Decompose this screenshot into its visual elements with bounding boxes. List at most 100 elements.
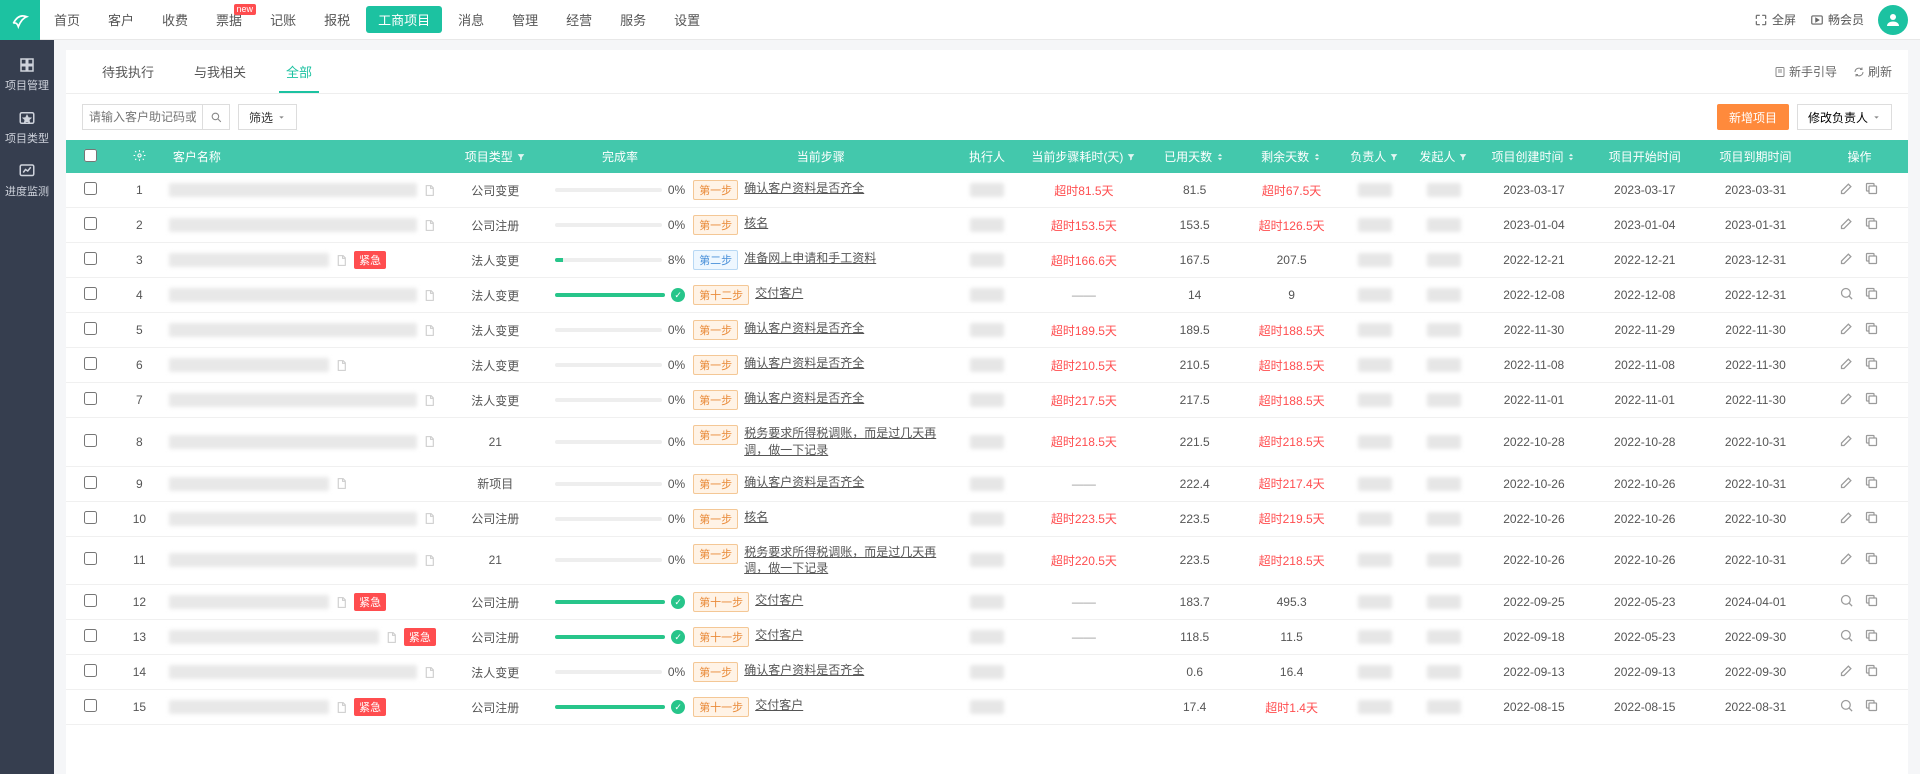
action-edit[interactable]: [1839, 510, 1854, 528]
action-edit[interactable]: [1839, 251, 1854, 269]
step-link[interactable]: 确认客户资料是否齐全: [744, 320, 864, 337]
step-link[interactable]: 确认客户资料是否齐全: [744, 662, 864, 679]
step-link[interactable]: 核名: [744, 509, 768, 526]
row-checkbox[interactable]: [84, 476, 97, 489]
nav-item-7[interactable]: 消息: [444, 0, 498, 39]
action-edit[interactable]: [1839, 698, 1854, 716]
tab-2[interactable]: 全部: [266, 50, 332, 93]
action-edit[interactable]: [1839, 216, 1854, 234]
action-copy[interactable]: [1864, 663, 1879, 681]
add-project-button[interactable]: 新增项目: [1717, 104, 1789, 130]
action-copy[interactable]: [1864, 216, 1879, 234]
project-type: 公司注册: [440, 501, 551, 536]
row-checkbox[interactable]: [84, 252, 97, 265]
action-edit[interactable]: [1839, 551, 1854, 569]
col-used-days[interactable]: 已用天数: [1146, 140, 1243, 173]
row-checkbox[interactable]: [84, 217, 97, 230]
step-link[interactable]: 交付客户: [755, 285, 803, 302]
step-link[interactable]: 准备网上申请和手工资料: [744, 250, 876, 267]
action-copy[interactable]: [1864, 251, 1879, 269]
search-input[interactable]: [82, 104, 202, 130]
step-link[interactable]: 交付客户: [755, 592, 803, 609]
action-copy[interactable]: [1864, 433, 1879, 451]
action-copy[interactable]: [1864, 321, 1879, 339]
step-link[interactable]: 确认客户资料是否齐全: [744, 180, 864, 197]
nav-item-8[interactable]: 管理: [498, 0, 552, 39]
row-checkbox[interactable]: [84, 699, 97, 712]
nav-item-1[interactable]: 客户: [94, 0, 148, 39]
action-copy[interactable]: [1864, 628, 1879, 646]
nav-item-11[interactable]: 设置: [660, 0, 714, 39]
action-edit[interactable]: [1839, 628, 1854, 646]
action-copy[interactable]: [1864, 181, 1879, 199]
action-edit[interactable]: [1839, 391, 1854, 409]
action-copy[interactable]: [1864, 356, 1879, 374]
nav-item-6[interactable]: 工商项目: [366, 6, 442, 33]
col-elapsed[interactable]: 当前步骤耗时(天): [1022, 140, 1147, 173]
row-checkbox[interactable]: [84, 629, 97, 642]
tab-1[interactable]: 与我相关: [174, 50, 266, 93]
sidebar-item-1[interactable]: 项目类型: [0, 101, 54, 154]
action-edit[interactable]: [1839, 181, 1854, 199]
action-edit[interactable]: [1839, 433, 1854, 451]
col-settings[interactable]: [116, 140, 163, 173]
row-checkbox[interactable]: [84, 182, 97, 195]
step-link[interactable]: 税务要求所得税调账，而是过几天再调，做一下记录: [744, 425, 948, 459]
step-link[interactable]: 确认客户资料是否齐全: [744, 355, 864, 372]
change-owner-button[interactable]: 修改负责人: [1797, 104, 1892, 130]
nav-item-0[interactable]: 首页: [40, 0, 94, 39]
fullscreen-button[interactable]: 全屏: [1754, 11, 1796, 28]
row-checkbox[interactable]: [84, 287, 97, 300]
elapsed-days: 超时217.5天: [1022, 383, 1147, 418]
guide-button[interactable]: 新手引导: [1774, 63, 1837, 80]
nav-item-5[interactable]: 报税: [310, 0, 364, 39]
col-remain-days[interactable]: 剩余天数: [1243, 140, 1340, 173]
sidebar-item-0[interactable]: 项目管理: [0, 48, 54, 101]
action-copy[interactable]: [1864, 551, 1879, 569]
col-project-type[interactable]: 项目类型: [440, 140, 551, 173]
nav-item-2[interactable]: 收费: [148, 0, 202, 39]
row-checkbox[interactable]: [84, 392, 97, 405]
tab-0[interactable]: 待我执行: [82, 50, 174, 93]
action-edit[interactable]: [1839, 475, 1854, 493]
action-edit[interactable]: [1839, 663, 1854, 681]
refresh-button[interactable]: 刷新: [1853, 63, 1892, 80]
select-all-checkbox[interactable]: [84, 149, 97, 162]
row-checkbox[interactable]: [84, 594, 97, 607]
action-copy[interactable]: [1864, 286, 1879, 304]
row-checkbox[interactable]: [84, 511, 97, 524]
step-link[interactable]: 交付客户: [755, 627, 803, 644]
action-copy[interactable]: [1864, 698, 1879, 716]
step-link[interactable]: 税务要求所得税调账，而是过几天再调，做一下记录: [744, 544, 948, 578]
step-link[interactable]: 交付客户: [755, 697, 803, 714]
search-button[interactable]: [202, 104, 230, 130]
logo[interactable]: [0, 0, 40, 40]
user-avatar[interactable]: [1878, 5, 1908, 35]
action-copy[interactable]: [1864, 391, 1879, 409]
sidebar-item-2[interactable]: 进度监测: [0, 154, 54, 207]
action-copy[interactable]: [1864, 475, 1879, 493]
row-checkbox[interactable]: [84, 357, 97, 370]
action-copy[interactable]: [1864, 593, 1879, 611]
step-link[interactable]: 确认客户资料是否齐全: [744, 474, 864, 491]
step-link[interactable]: 确认客户资料是否齐全: [744, 390, 864, 407]
row-checkbox[interactable]: [84, 434, 97, 447]
member-button[interactable]: 畅会员: [1810, 11, 1864, 28]
nav-item-9[interactable]: 经营: [552, 0, 606, 39]
col-creator[interactable]: 发起人: [1409, 140, 1478, 173]
row-checkbox[interactable]: [84, 664, 97, 677]
action-edit[interactable]: [1839, 286, 1854, 304]
row-checkbox[interactable]: [84, 322, 97, 335]
action-edit[interactable]: [1839, 321, 1854, 339]
row-checkbox[interactable]: [84, 552, 97, 565]
nav-item-10[interactable]: 服务: [606, 0, 660, 39]
action-copy[interactable]: [1864, 510, 1879, 528]
nav-item-4[interactable]: 记账: [256, 0, 310, 39]
col-owner[interactable]: 负责人: [1340, 140, 1409, 173]
col-created-time[interactable]: 项目创建时间: [1479, 140, 1590, 173]
action-edit[interactable]: [1839, 593, 1854, 611]
action-edit[interactable]: [1839, 356, 1854, 374]
step-link[interactable]: 核名: [744, 215, 768, 232]
nav-item-3[interactable]: 票据new: [202, 0, 256, 39]
filter-button[interactable]: 筛选: [238, 104, 297, 130]
